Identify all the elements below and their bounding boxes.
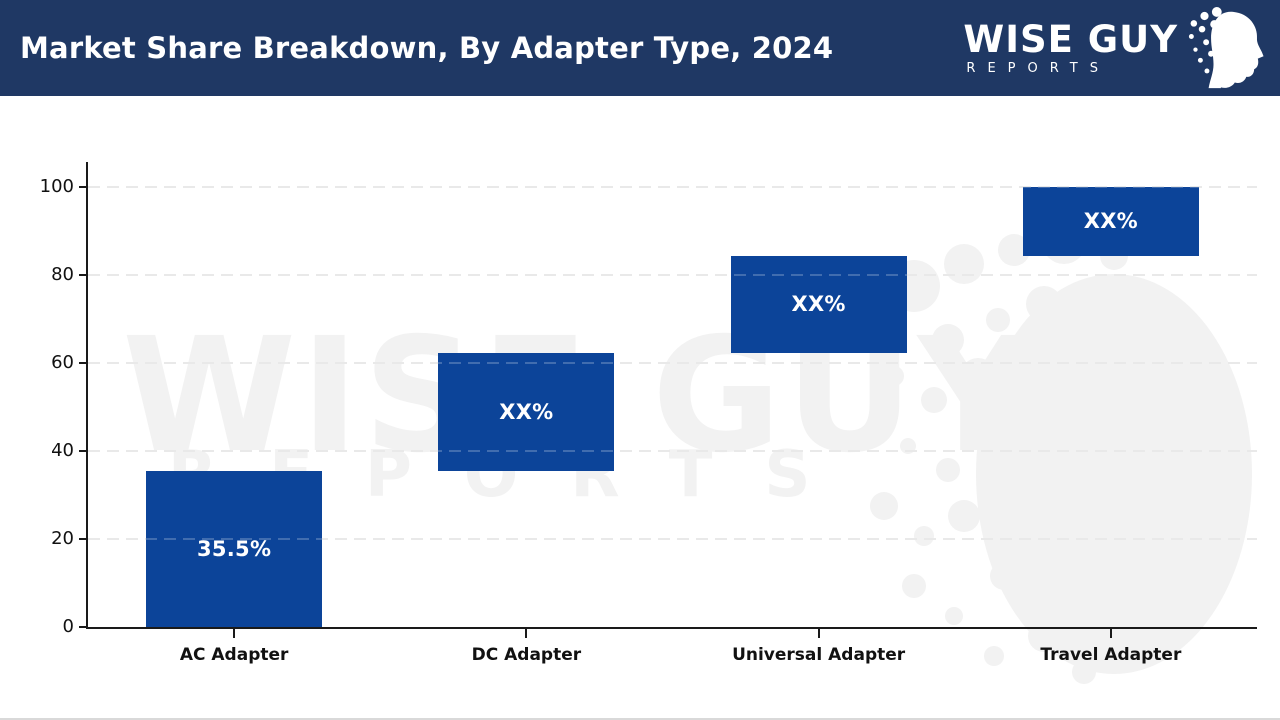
y-tick-label: 60 [51,352,74,373]
y-tick-mark [79,186,88,188]
y-tick-label: 100 [39,176,74,197]
y-tick-mark [79,626,88,628]
plot-region: 0 20 40 60 80 100 35.5% AC Adapter XX% DC Adapter… [0,96,1280,720]
x-tick-mark [817,629,820,638]
x-axis-label-dc-adapter: DC Adapter [471,645,582,665]
y-tick-mark [79,362,88,364]
logo-subtext: REPORTS [966,61,1111,76]
y-tick-label: 80 [51,264,74,285]
bar-value-label-travel-adapter: XX% [1083,209,1139,234]
gridline-60 [88,362,1257,364]
bar-travel-adapter [1022,187,1199,256]
y-tick-mark [79,450,88,452]
x-tick-mark [1109,629,1112,638]
x-tick-mark [525,629,528,638]
x-tick-mark [233,629,236,638]
chart-title: Market Share Breakdown, By Adapter Type,… [20,31,834,65]
y-tick-label: 40 [51,440,74,461]
gridline-100 [88,186,1257,188]
header-bar: Market Share Breakdown, By Adapter Type,… [0,0,1280,96]
y-tick-mark [79,538,88,540]
y-tick-label: 0 [62,616,74,637]
wise-guy-reports-logo: WISE GUY REPORTS [963,6,1266,90]
bar-value-label-dc-adapter: XX% [499,400,554,425]
x-axis-label-universal-adapter: Universal Adapter [732,645,906,665]
gridline-80 [88,274,1257,276]
chart-area: WISE GUY REPORTS 0 20 40 60 80 100 35.5% AC Ada… [0,96,1280,720]
bar-dc-adapter [438,353,615,471]
bar-value-label-universal-adapter: XX% [791,292,846,317]
x-axis-label-ac-adapter: AC Adapter [179,645,289,665]
bar-ac-adapter [146,470,323,627]
bar-value-label-ac-adapter: 35.5% [196,536,272,561]
y-tick-mark [79,274,88,276]
x-axis-label-travel-adapter: Travel Adapter [1040,645,1182,665]
bottom-edge-divider [0,718,1280,720]
logo-wordmark: WISE GUY [963,18,1178,61]
gridline-40 [88,450,1257,452]
y-tick-label: 20 [51,528,74,549]
bar-universal-adapter [730,255,907,354]
logo-face-icon [1188,7,1264,89]
y-axis-line [86,162,88,629]
logo-text: WISE GUY REPORTS [963,21,1178,75]
x-axis-line [86,627,1257,629]
gridline-20 [88,538,1257,540]
